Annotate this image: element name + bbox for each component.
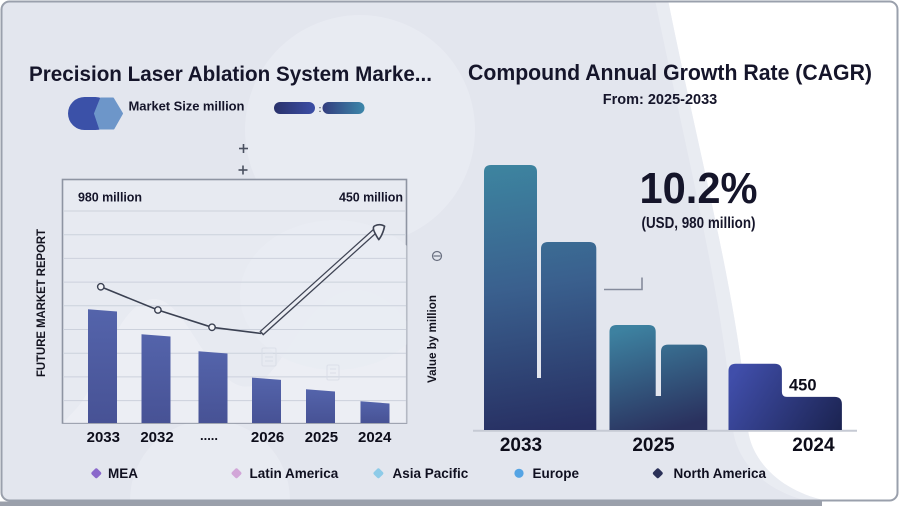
svg-text:2033: 2033 [87, 429, 120, 446]
svg-text:2025: 2025 [305, 429, 338, 446]
svg-text::: : [319, 104, 322, 114]
svg-text:From: 2025-2033: From: 2025-2033 [603, 92, 717, 108]
svg-text:North America: North America [674, 466, 767, 481]
svg-text:MEA: MEA [108, 466, 138, 481]
svg-text:2024: 2024 [792, 435, 835, 456]
svg-text:Compound Annual Growth Rate (C: Compound Annual Growth Rate (CAGR) [468, 60, 872, 85]
svg-text:10.2%: 10.2% [640, 164, 758, 213]
svg-text:Value by million: Value by million [427, 295, 439, 383]
svg-text:450 million: 450 million [339, 191, 403, 205]
svg-text:2025: 2025 [632, 435, 675, 456]
svg-text:(USD, 980 million): (USD, 980 million) [642, 215, 756, 232]
svg-text:2032: 2032 [140, 429, 173, 446]
svg-text:2026: 2026 [251, 429, 284, 446]
svg-text:2033: 2033 [500, 435, 542, 456]
svg-text:FUTURE MARKET REPORT: FUTURE MARKET REPORT [36, 229, 48, 377]
svg-text:.....: ..... [200, 428, 218, 443]
svg-text:Asia Pacific: Asia Pacific [393, 466, 469, 481]
svg-text:980 million: 980 million [78, 191, 142, 205]
svg-text:Latin America: Latin America [250, 466, 339, 481]
svg-text:Precision Laser Ablation Syste: Precision Laser Ablation System Marke... [29, 62, 432, 86]
svg-text:450: 450 [789, 377, 817, 395]
svg-text:Europe: Europe [533, 466, 580, 481]
svg-text:Market Size million: Market Size million [129, 99, 245, 114]
svg-text:2024: 2024 [358, 429, 392, 446]
